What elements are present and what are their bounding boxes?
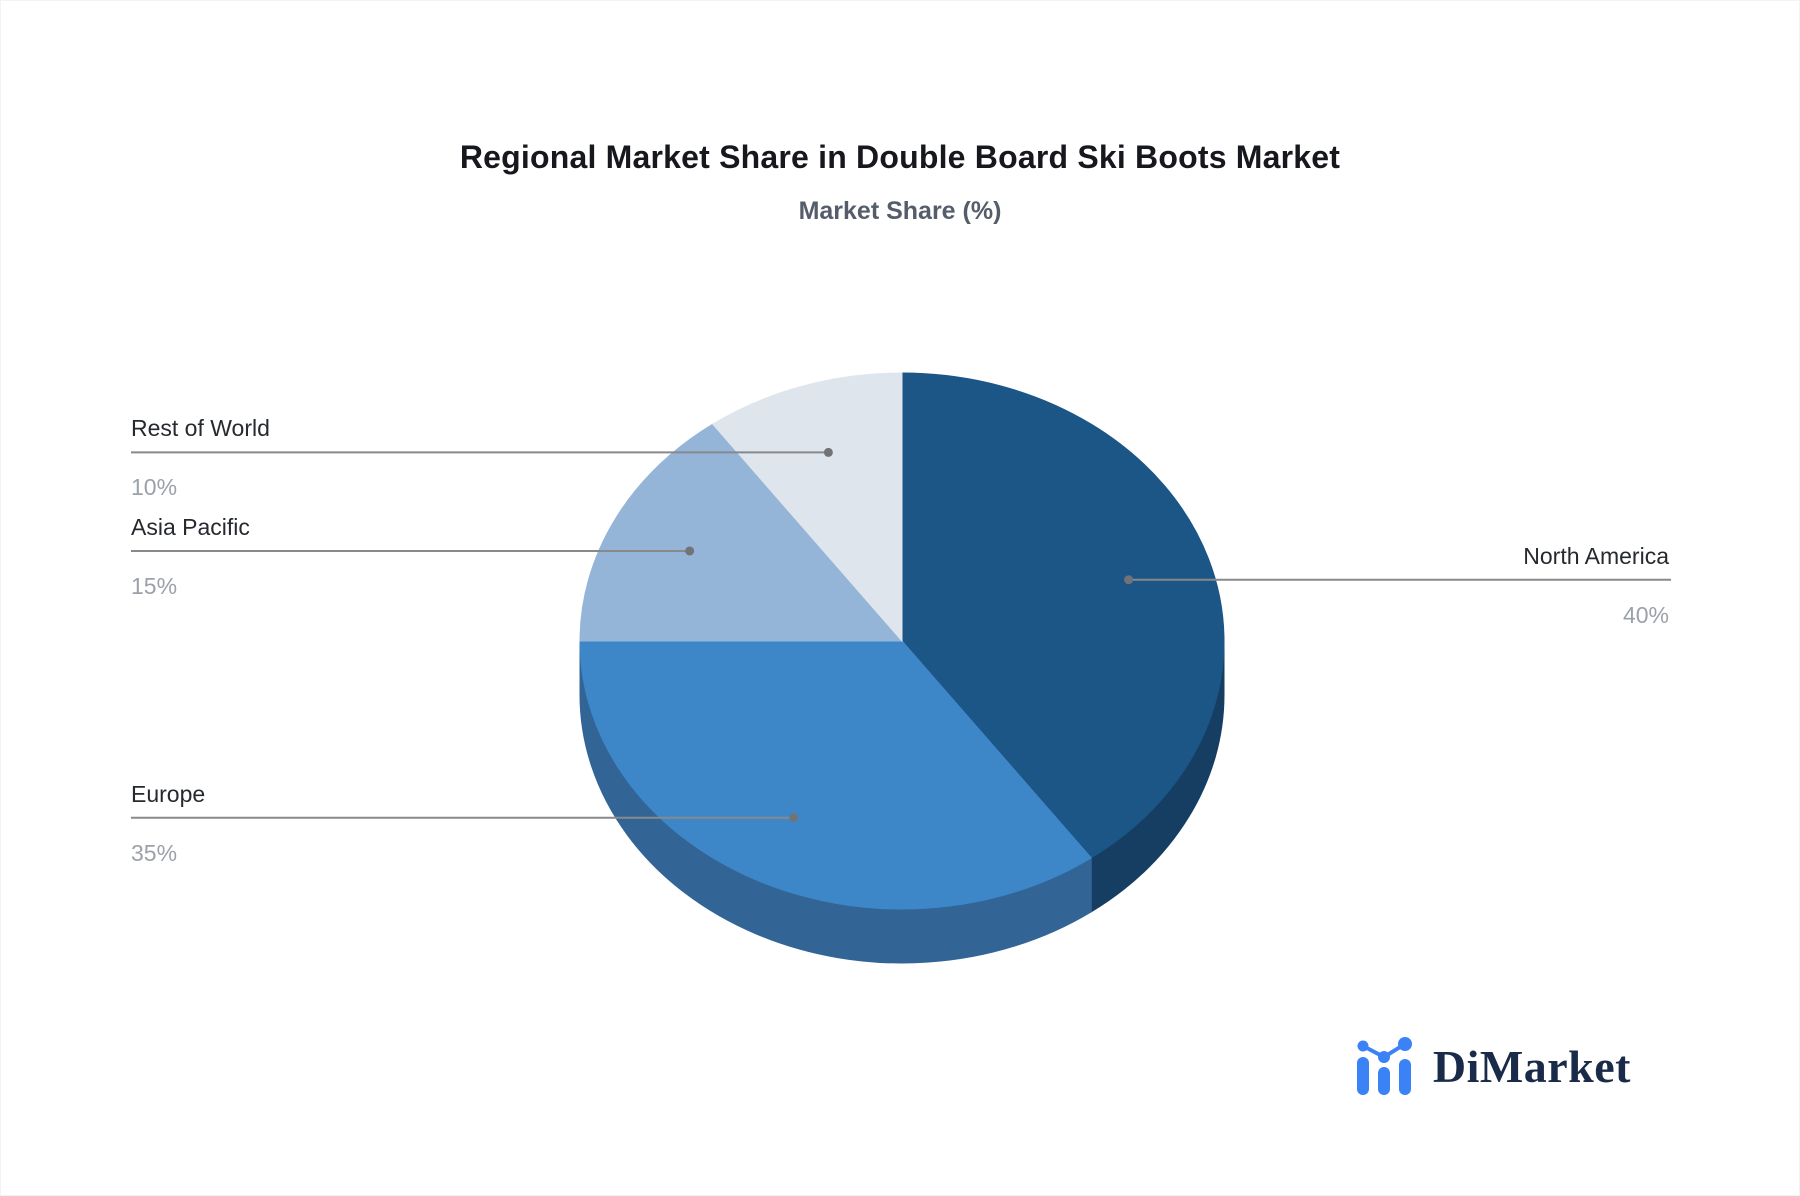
leader-dot-rest-of-world <box>823 447 833 457</box>
chart-title: Regional Market Share in Double Board Sk… <box>459 139 1341 175</box>
leader-dot-north-america <box>1124 575 1134 585</box>
slice-name: North America <box>1523 542 1669 569</box>
label-asia-pacific: Asia Pacific 15% <box>131 509 250 601</box>
slice-percent: 35% <box>131 839 178 866</box>
slice-percent: 15% <box>131 572 178 599</box>
brand-name: DiMarket <box>1432 1040 1631 1092</box>
dimarket-logo-icon <box>1356 1037 1412 1095</box>
slice-name: Rest of World <box>131 415 270 442</box>
pie-slice-asia-pacific <box>579 423 904 642</box>
leader-dot-europe <box>789 813 799 823</box>
pie-slice-europe <box>579 640 1093 910</box>
label-rest-of-world: Rest of World 10% <box>131 410 270 502</box>
leader-dot-asia-pacific <box>685 546 695 556</box>
chart-subtitle: Market Share (%) <box>798 197 1002 225</box>
slice-percent: 40% <box>1622 601 1669 628</box>
pie-slice-north-america <box>901 372 1225 859</box>
dimarket-logo: DiMarket <box>1355 1037 1631 1095</box>
pie-slice-rest-of-world <box>711 372 903 643</box>
slice-percent: 10% <box>131 474 178 501</box>
slice-name: Asia Pacific <box>131 513 250 540</box>
slice-name: Europe <box>131 780 206 807</box>
label-europe: Europe 35% <box>131 776 205 868</box>
label-north-america: North America 40% <box>1523 538 1669 630</box>
